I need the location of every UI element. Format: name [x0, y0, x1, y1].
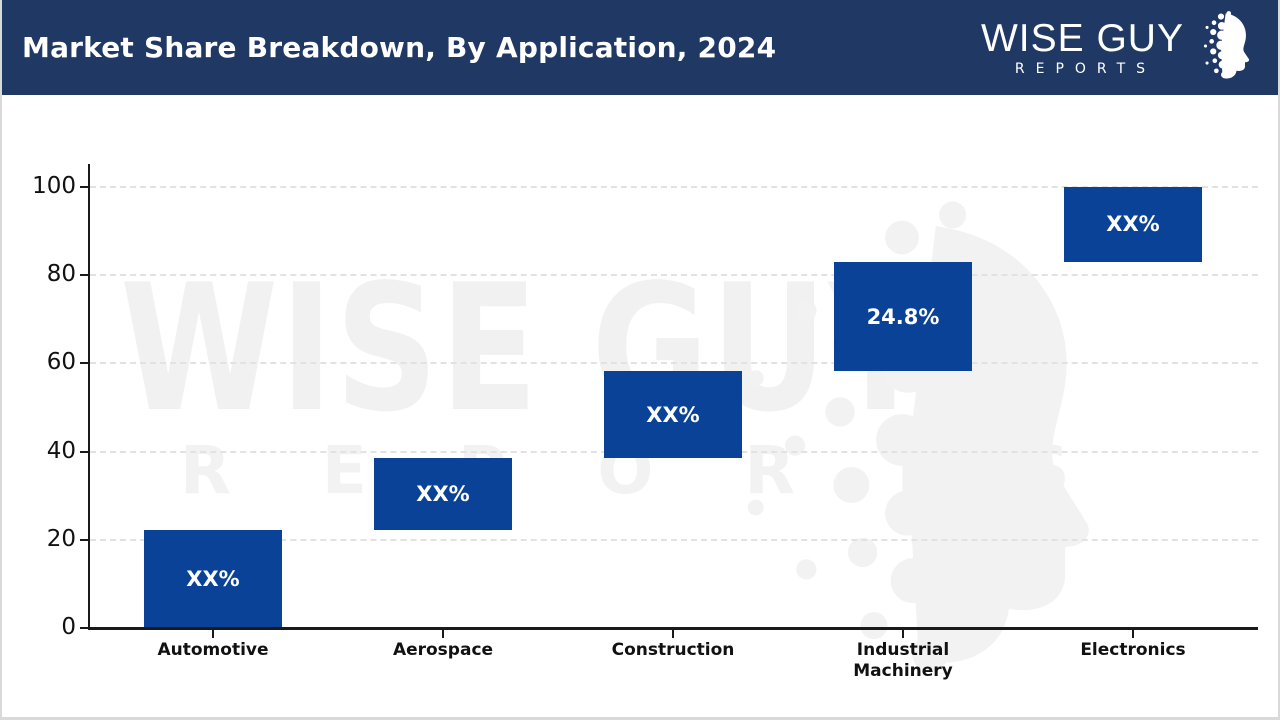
bar-electronics: XX% [1064, 187, 1202, 262]
gridline [90, 274, 1258, 277]
gridline [90, 362, 1258, 365]
x-tick-label: Industrial Machinery [853, 640, 953, 682]
y-tick-mark [80, 362, 88, 365]
page-title: Market Share Breakdown, By Application, … [22, 31, 777, 64]
x-axis [88, 627, 1258, 630]
bar-aerospace: XX% [374, 457, 512, 530]
gridline [90, 538, 1258, 541]
x-tick-label: Electronics [1080, 640, 1186, 660]
header-bar: Market Share Breakdown, By Application, … [2, 0, 1278, 95]
y-tick-label: 100 [32, 173, 76, 199]
y-tick-label: 20 [46, 525, 76, 552]
bar-construction: XX% [604, 371, 742, 458]
bar-value-label: XX% [646, 402, 700, 427]
y-tick-mark [80, 274, 88, 277]
head-profile-icon [1190, 8, 1252, 88]
x-tick-mark [672, 630, 674, 638]
brand-subtitle: REPORTS [1014, 61, 1157, 77]
x-tick-mark [1132, 630, 1134, 638]
y-tick-label: 80 [46, 261, 76, 288]
x-tick-mark [902, 630, 904, 638]
watermark-brand-text: WISE GUY [120, 248, 935, 451]
y-tick-label: 40 [46, 437, 76, 464]
brand-logo: WISE GUY REPORTS [981, 8, 1252, 88]
bar-automotive: XX% [144, 529, 282, 628]
x-tick-mark [442, 630, 444, 638]
bar-value-label: 24.8% [866, 304, 940, 329]
x-tick-label: Construction [611, 640, 735, 660]
gridline [90, 186, 1258, 188]
bar-value-label: XX% [186, 566, 240, 591]
y-axis [88, 164, 90, 630]
brand-name: WISE GUY [980, 17, 1184, 60]
y-tick-label: 0 [61, 614, 76, 640]
y-tick-mark [80, 627, 88, 629]
bar-value-label: XX% [416, 481, 470, 506]
bar-industrial-machinery: 24.8% [834, 261, 972, 372]
brand-logo-text: WISE GUY REPORTS [981, 19, 1184, 76]
bar-value-label: XX% [1106, 212, 1160, 237]
x-tick-mark [212, 630, 214, 638]
x-tick-label: Automotive [157, 640, 269, 660]
y-tick-mark [80, 450, 88, 453]
x-tick-label: Aerospace [392, 640, 494, 660]
y-tick-mark [80, 538, 88, 541]
y-tick-label: 60 [46, 349, 76, 376]
y-tick-mark [80, 186, 88, 188]
